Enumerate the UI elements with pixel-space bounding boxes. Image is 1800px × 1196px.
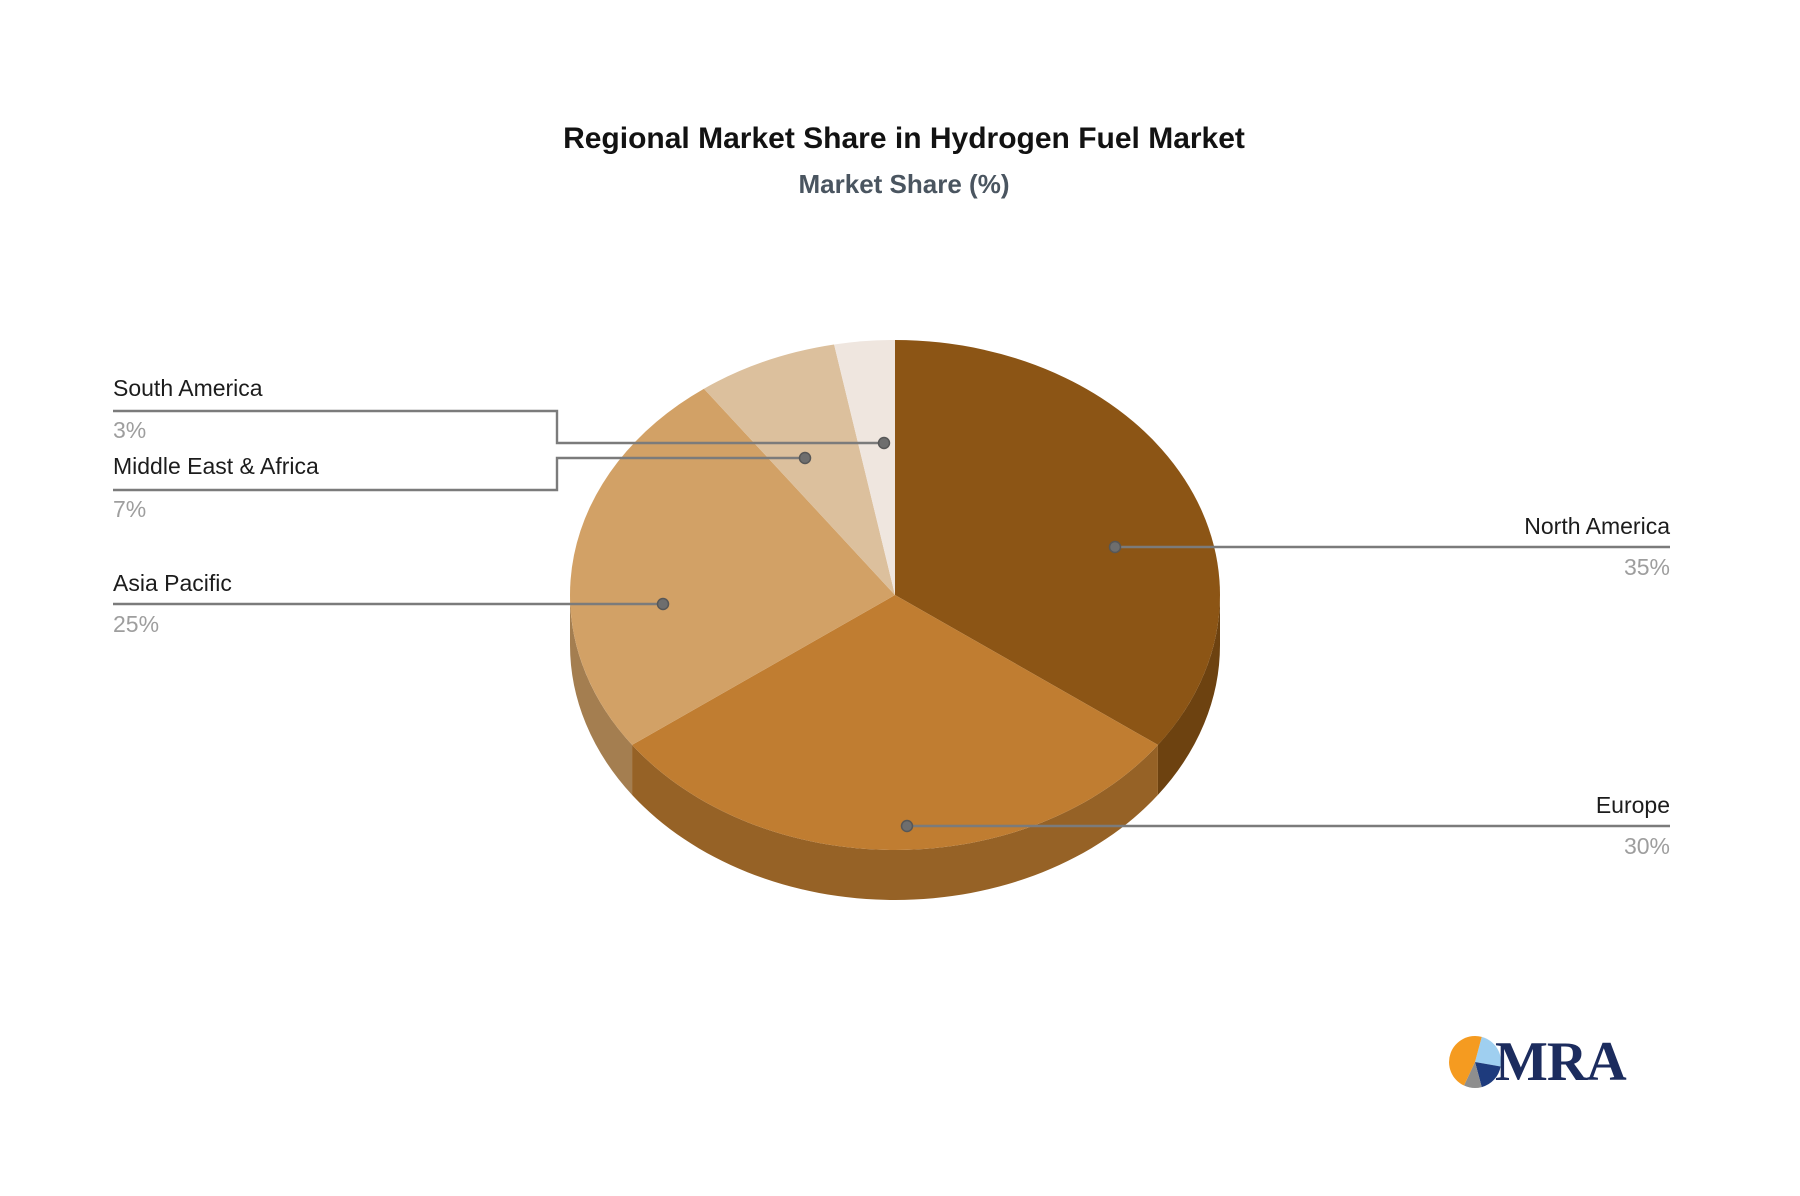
anchor-dot-middle-east-africa	[798, 451, 812, 465]
anchor-dot-south-america	[877, 436, 891, 450]
pie-slice-rim-europe	[632, 744, 1158, 901]
brand-logo-pie-icon	[1449, 1036, 1502, 1088]
value-south-america: 3%	[113, 417, 147, 443]
pie-slice-south-america[interactable]	[834, 340, 895, 595]
label-middle-east-africa: Middle East & Africa	[113, 453, 319, 479]
chart-title: Regional Market Share in Hydrogen Fuel M…	[563, 122, 1245, 155]
brand-logo-pie-slice-3	[1449, 1036, 1482, 1086]
label-asia-pacific: Asia Pacific	[113, 570, 232, 596]
label-north-america: North America	[1524, 513, 1670, 539]
pie-slice-asia-pacific[interactable]	[569, 388, 895, 745]
anchor-dot-europe	[900, 819, 914, 833]
leader-line-south-america	[113, 409, 884, 445]
pie-slice-rim-asia-pacific	[570, 595, 633, 795]
value-asia-pacific: 25%	[113, 611, 160, 637]
leader-line-middle-east-africa	[113, 456, 805, 492]
value-middle-east-africa: 7%	[113, 496, 147, 522]
brand-logo: MRA	[1448, 1031, 1627, 1093]
pie-slice-europe[interactable]	[632, 595, 1158, 851]
brand-logo-pie-slice-0	[1475, 1036, 1502, 1067]
chart-subtitle: Market Share (%)	[798, 169, 1010, 199]
label-south-america: South America	[113, 375, 263, 401]
label-europe: Europe	[1595, 792, 1670, 818]
brand-logo-pie-slice-2	[1464, 1062, 1482, 1088]
pie-slice-rim-north-america	[1157, 595, 1220, 795]
pie-slice-north-america[interactable]	[895, 340, 1221, 745]
brand-logo-text: MRA	[1495, 1031, 1627, 1093]
value-north-america: 35%	[1623, 554, 1670, 580]
value-europe: 30%	[1623, 833, 1670, 859]
pie-slice-middle-east-africa[interactable]	[703, 344, 895, 595]
brand-logo-pie-slice-1	[1475, 1062, 1501, 1088]
anchor-dot-asia-pacific	[656, 597, 670, 611]
anchor-dot-north-america	[1108, 540, 1122, 554]
